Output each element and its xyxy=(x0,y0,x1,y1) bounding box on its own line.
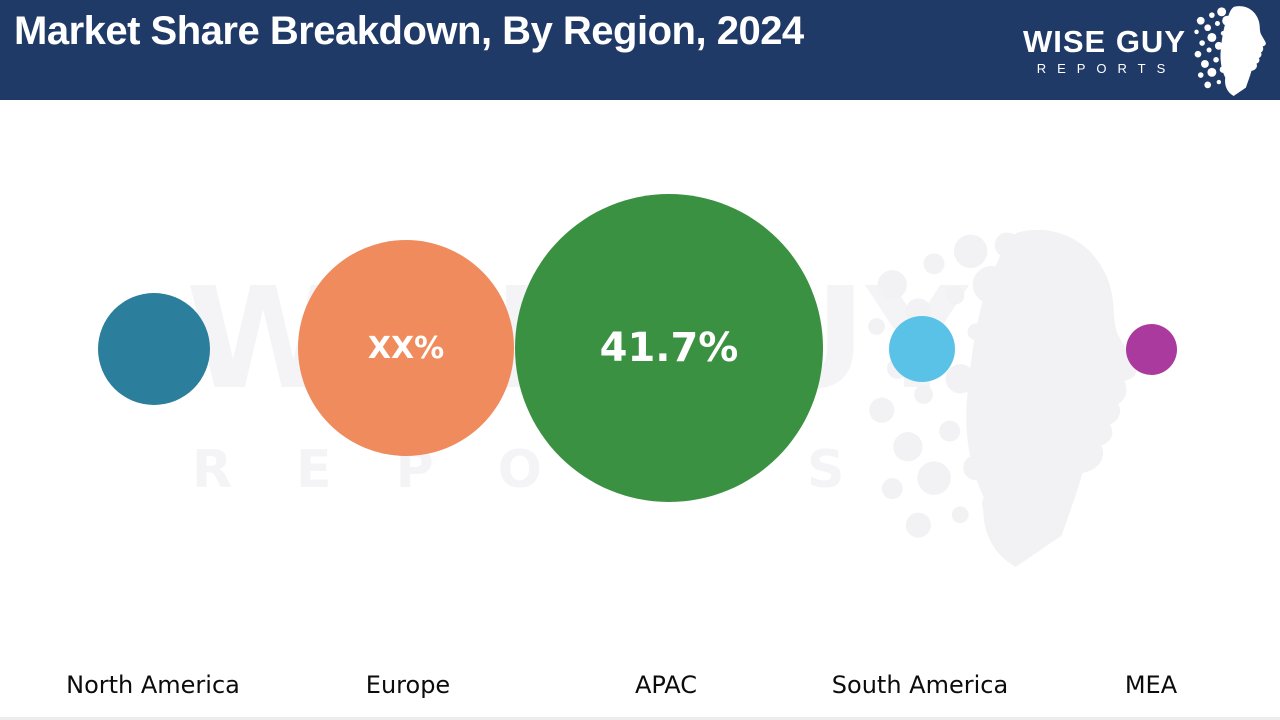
bubble-value-label: XX% xyxy=(367,330,445,366)
watermark-head-silhouette-icon xyxy=(868,229,1137,567)
category-label-apac: APAC xyxy=(634,671,698,699)
category-label-south-america: South America xyxy=(831,671,1009,699)
logo-wordmark: WISE GUY xyxy=(1022,23,1186,59)
bubble-value-label: 41.7% xyxy=(599,325,739,371)
bubble-apac[interactable]: 41.7% xyxy=(515,194,823,502)
category-label-mea: MEA xyxy=(1124,671,1178,699)
bubble-south-america[interactable] xyxy=(889,316,955,382)
category-label-europe: Europe xyxy=(365,671,451,699)
logo-text: WISE GUY REPORTS xyxy=(1022,23,1186,76)
bubble-north-america[interactable] xyxy=(98,293,210,405)
header: Market Share Breakdown, By Region, 2024 … xyxy=(0,0,1280,100)
wiseguy-logo: WISE GUY REPORTS xyxy=(1023,4,1270,96)
category-label-north-america: North America xyxy=(66,671,240,699)
page-title: Market Share Breakdown, By Region, 2024 xyxy=(14,9,804,53)
bubble-europe[interactable]: XX% xyxy=(298,240,514,456)
head-silhouette-icon xyxy=(1194,6,1266,96)
bottom-divider xyxy=(0,717,1280,720)
bubble-mea[interactable] xyxy=(1126,324,1177,375)
logo-subtext: REPORTS xyxy=(1036,60,1177,76)
watermark-subtext: REPORTS xyxy=(192,440,909,500)
